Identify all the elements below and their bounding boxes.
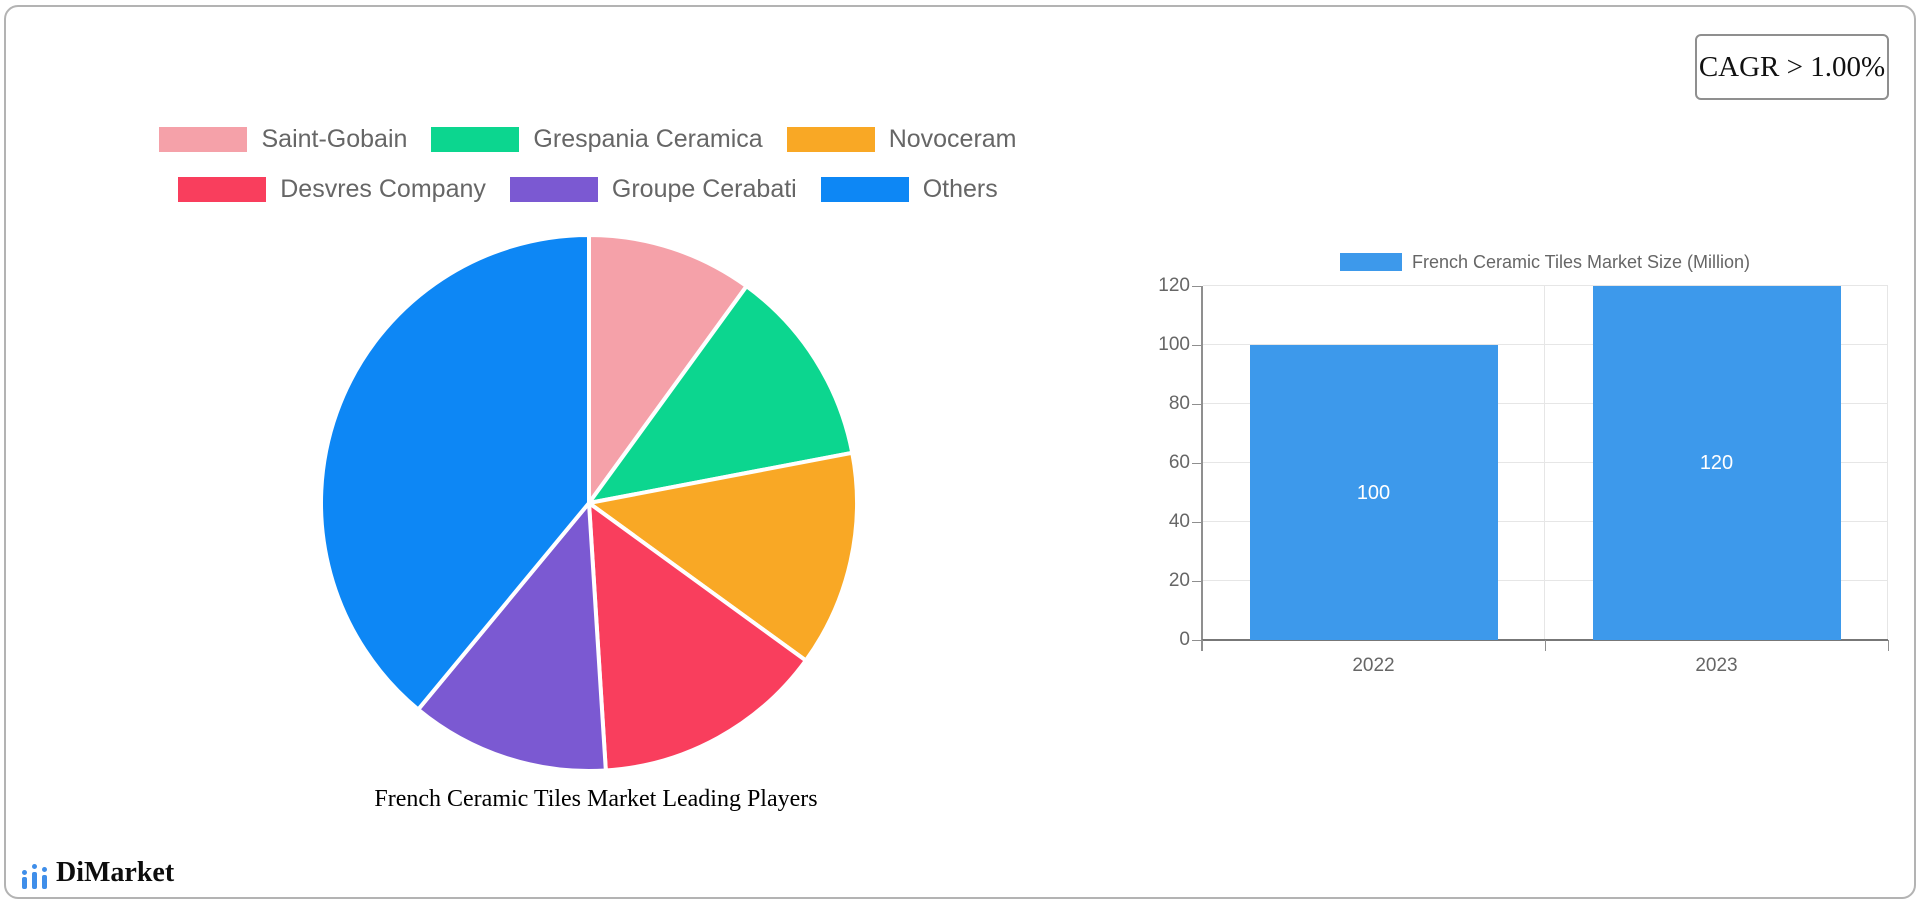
bar-chart-y-tick [1192, 286, 1201, 287]
pie-slice-grespania-ceramica [587, 284, 855, 505]
pie-slice-groupe-cerabati [416, 501, 608, 773]
y-axis-tick-label: 120 [1158, 275, 1190, 296]
brand-logo: DiMarket [22, 853, 174, 889]
y-axis-tick-label: 0 [1179, 629, 1190, 650]
pie-legend-row: Saint-Gobain Grespania Ceramica Novoceram [88, 124, 1088, 154]
bar-chart-gridline [1203, 521, 1888, 522]
bar-chart-x-tick [1545, 640, 1546, 651]
legend-label: Groupe Cerabati [611, 174, 797, 203]
pie-slice-others [319, 233, 591, 712]
y-axis-tick-label: 100 [1158, 334, 1190, 355]
y-axis-tick-label: 20 [1168, 570, 1190, 591]
y-axis-tick-label: 60 [1168, 452, 1190, 473]
bar-chart-y-tick [1192, 581, 1201, 582]
pie-chart-title: French Ceramic Tiles Market Leading Play… [374, 786, 818, 812]
bar-value-label: 120 [1699, 452, 1734, 474]
legend-label: Novoceram [888, 124, 1017, 153]
x-axis-tick-label: 2022 [1352, 655, 1395, 676]
y-axis-tick-label: 80 [1168, 393, 1190, 414]
cagr-badge: CAGR > 1.00% [1695, 34, 1889, 100]
bar-chart-y-axis [1201, 286, 1203, 651]
legend-label: Others [922, 174, 998, 203]
pie-slice-desvres-company [587, 501, 808, 773]
brand-name: DiMarket [56, 857, 175, 888]
pie-legend-item-others: Others [820, 174, 998, 204]
pie-legend-item-grespania-ceramica: Grespania Ceramica [431, 124, 763, 154]
pie-legend-item-novoceram: Novoceram [786, 124, 1017, 154]
cagr-badge-label: CAGR > 1.00% [1698, 50, 1886, 83]
pie-slice-novoceram [587, 450, 859, 663]
legend-swatch-icon [431, 126, 520, 152]
legend-swatch-icon [509, 176, 598, 202]
bar-legend: French Ceramic Tiles Market Size (Millio… [1202, 250, 1888, 274]
legend-label: Saint-Gobain [261, 124, 408, 153]
pie-legend-row: Desvres Company Groupe Cerabati Others [88, 174, 1088, 204]
y-axis-tick-label: 40 [1168, 511, 1190, 532]
pie-legend-item-groupe-cerabati: Groupe Cerabati [509, 174, 797, 204]
bar-value-label: 100 [1356, 481, 1391, 504]
pie-legend: Saint-Gobain Grespania Ceramica Novoceram D… [88, 124, 1088, 204]
bar-chart-y-tick [1192, 404, 1201, 405]
legend-swatch-icon [820, 176, 909, 202]
legend-swatch-icon [786, 126, 875, 152]
pie-legend-item-saint-gobain: Saint-Gobain [159, 125, 407, 154]
bar-chart-gridline [1203, 462, 1888, 463]
pie-legend-item-desvres-company: Desvres Company [178, 175, 486, 204]
bar-chart-gridline [1203, 285, 1888, 286]
bar-legend-swatch-icon [1339, 253, 1402, 271]
bar-chart-y-tick [1192, 640, 1201, 641]
bar-legend-label: French Ceramic Tiles Market Size (Millio… [1411, 251, 1751, 272]
legend-swatch-icon [178, 176, 267, 202]
bar-chart-x-tick [1202, 640, 1203, 651]
pie-slice-saint-gobain [587, 233, 749, 505]
legend-swatch-icon [159, 126, 248, 152]
bar-chart-x-tick [1888, 640, 1889, 651]
bar-chart-gridline [1544, 286, 1545, 640]
bar-chart-gridline [1203, 344, 1888, 345]
bar-chart-gridline [1203, 403, 1888, 404]
bar-chart-y-tick [1192, 345, 1201, 346]
bar-chart-gridline [1887, 286, 1888, 640]
bar-2022 [1249, 345, 1498, 640]
bar-chart-y-tick [1192, 463, 1201, 464]
bar-chart-y-tick [1192, 522, 1201, 523]
x-axis-tick-label: 2023 [1695, 655, 1738, 676]
bar-chart-logo-icon [22, 861, 48, 889]
bar-chart-gridline [1203, 580, 1888, 581]
bar-2023 [1592, 286, 1841, 640]
pie-chart [319, 233, 859, 773]
legend-label: Desvres Company [280, 174, 486, 203]
legend-label: Grespania Ceramica [533, 124, 763, 153]
